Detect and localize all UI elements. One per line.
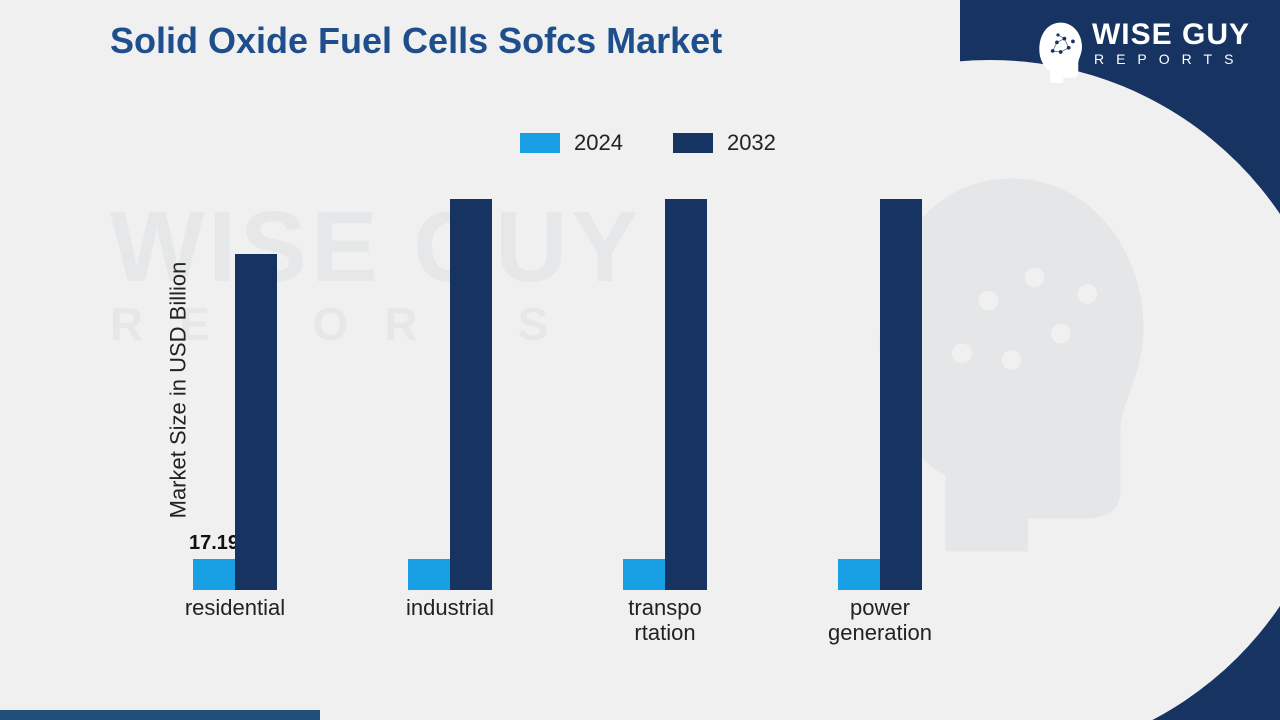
bar-2024 [838, 559, 880, 590]
bar-group: 17.19 [175, 190, 295, 590]
plot-area: 17.19 [135, 190, 995, 590]
legend-label-2024: 2024 [574, 130, 623, 156]
brand-head-icon [1030, 20, 1086, 84]
chart-title: Solid Oxide Fuel Cells Sofcs Market [110, 20, 722, 62]
bar-group [820, 190, 940, 590]
bar-2024 [408, 559, 450, 590]
brand-subtitle: REPORTS [1092, 52, 1250, 66]
bar-2024 [193, 559, 235, 590]
x-axis-label: residential [155, 595, 315, 620]
x-axis-label: powergeneration [800, 595, 960, 646]
legend-swatch-2032 [673, 133, 713, 153]
bar-group [390, 190, 510, 590]
bar-2032 [450, 199, 492, 590]
x-axis-label: industrial [370, 595, 530, 620]
bar-2032 [665, 199, 707, 590]
legend-item-2024: 2024 [520, 130, 623, 156]
brand-logo: WISE GUY REPORTS [1030, 20, 1250, 84]
bar-2024 [623, 559, 665, 590]
chart-stage: WISE GUY REPORTS Solid Oxide Fuel Cells … [0, 0, 1280, 720]
bar-2032 [880, 199, 922, 590]
bar-value-label: 17.19 [189, 532, 239, 555]
x-axis-label: transportation [585, 595, 745, 646]
bottom-accent-bar [0, 710, 320, 720]
legend-item-2032: 2032 [673, 130, 776, 156]
legend: 2024 2032 [520, 130, 776, 156]
legend-swatch-2024 [520, 133, 560, 153]
bar-group [605, 190, 725, 590]
legend-label-2032: 2032 [727, 130, 776, 156]
bar-2032 [235, 254, 277, 590]
brand-name: WISE GUY [1092, 20, 1250, 50]
